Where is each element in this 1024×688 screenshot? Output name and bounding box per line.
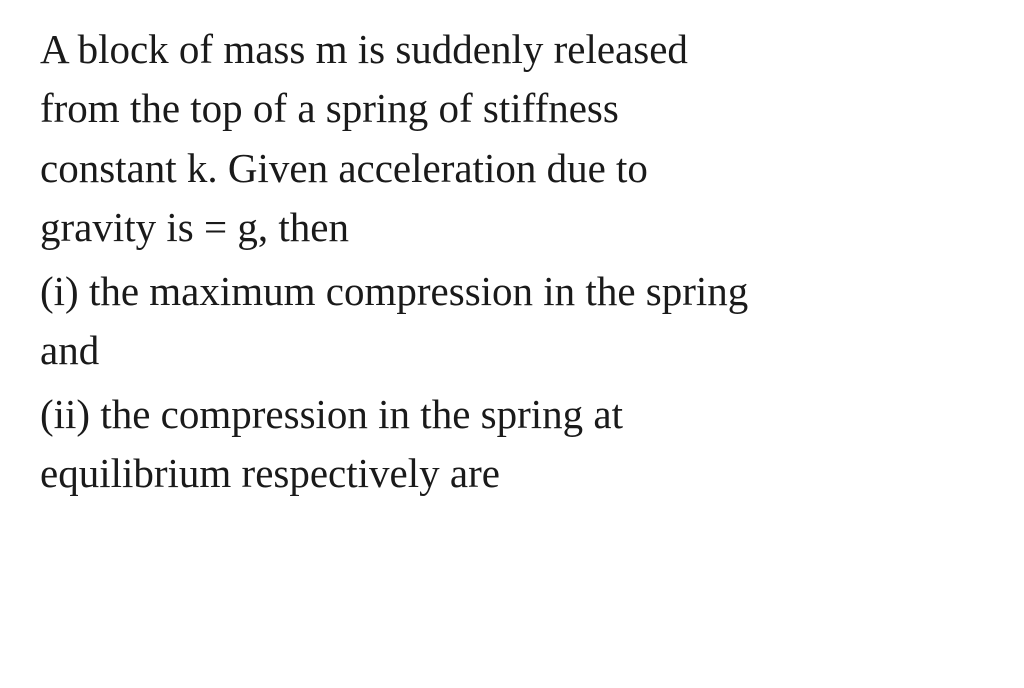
part-line: (i) the maximum compression in the sprin… bbox=[40, 262, 1000, 321]
question-part-i: (i) the maximum compression in the sprin… bbox=[40, 262, 1000, 381]
intro-line: constant k. Given acceleration due to bbox=[40, 139, 1000, 198]
intro-line: A block of mass m is suddenly released bbox=[40, 20, 1000, 79]
question-part-ii: (ii) the compression in the spring at eq… bbox=[40, 385, 1000, 504]
intro-line: from the top of a spring of stiffness bbox=[40, 79, 1000, 138]
question-intro: A block of mass m is suddenly released f… bbox=[40, 20, 1000, 258]
part-line: (ii) the compression in the spring at bbox=[40, 385, 1000, 444]
part-line: equilibrium respectively are bbox=[40, 444, 1000, 503]
question-text-block: A block of mass m is suddenly released f… bbox=[0, 0, 1024, 688]
intro-line: gravity is = g, then bbox=[40, 198, 1000, 257]
part-line: and bbox=[40, 321, 1000, 380]
